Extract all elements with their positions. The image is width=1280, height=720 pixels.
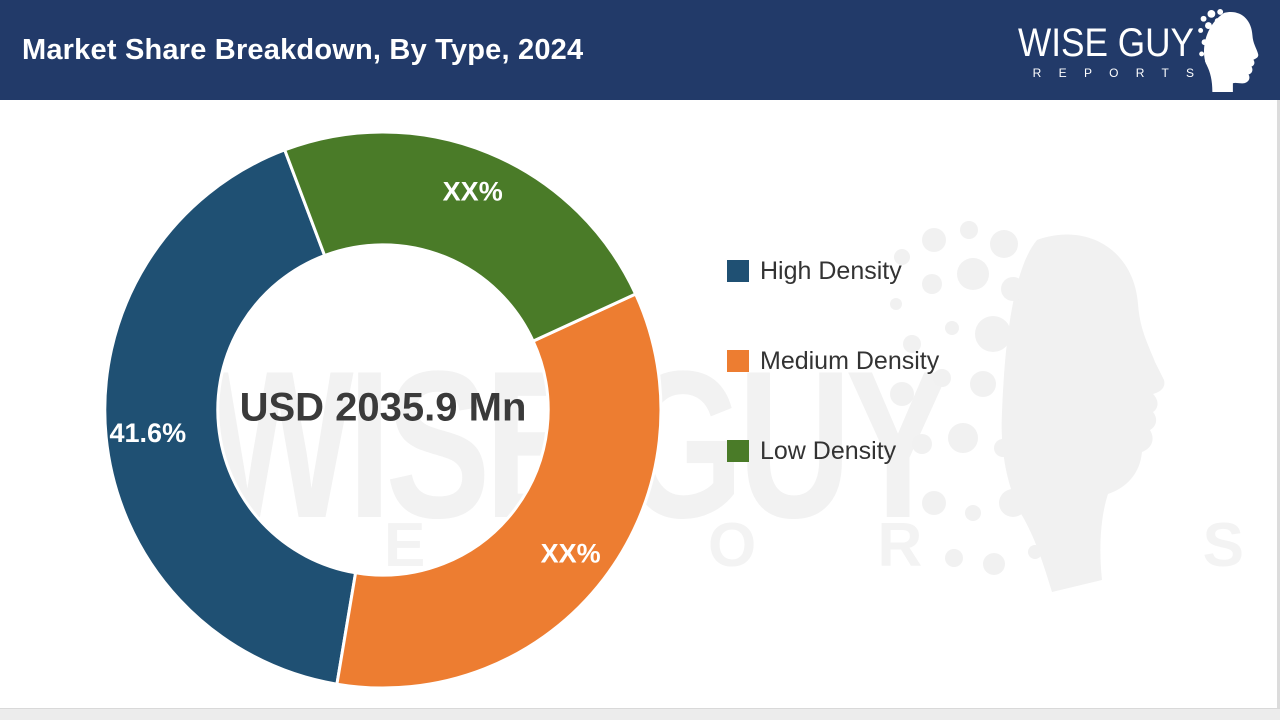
header-bar: Market Share Breakdown, By Type, 2024 WI… <box>0 0 1280 100</box>
donut-segment-label-high-density: 41.6% <box>110 418 187 448</box>
donut-segment-medium-density <box>335 292 663 690</box>
wise-guy-logo: WISE GUY R E P O R T S <box>994 8 1260 94</box>
donut-chart: 41.6% XX% XX% <box>103 130 663 690</box>
logo-subtitle: R E P O R T S <box>1032 65 1201 80</box>
donut-center-value: USD 2035.9 Mn <box>239 385 527 430</box>
legend-label: Low Density <box>760 436 897 465</box>
logo-wordmark: WISE GUY <box>1017 20 1194 65</box>
page-right-edge <box>1277 100 1280 720</box>
logo-face-icon <box>1198 8 1259 93</box>
chart-legend: High Density Medium Density Low Density <box>727 256 939 526</box>
legend-item-medium-density: Medium Density <box>727 346 939 376</box>
donut-segment-label-medium-density: XX% <box>541 539 601 569</box>
legend-item-high-density: High Density <box>727 256 939 286</box>
legend-swatch-low-density <box>727 440 749 462</box>
legend-swatch-high-density <box>727 260 749 282</box>
legend-label: Medium Density <box>760 346 940 375</box>
logo-text: WISE GUY R E P O R T S <box>994 23 1194 80</box>
page-footer-strip <box>0 708 1280 720</box>
donut-segment-label-low-density: XX% <box>443 176 503 206</box>
donut-segment-low-density <box>283 130 638 343</box>
page-title: Market Share Breakdown, By Type, 2024 <box>22 33 584 66</box>
donut-segment-high-density <box>103 148 358 686</box>
legend-label: High Density <box>760 256 902 285</box>
legend-item-low-density: Low Density <box>727 436 939 466</box>
legend-swatch-medium-density <box>727 350 749 372</box>
watermark-face-icon <box>890 221 1165 592</box>
